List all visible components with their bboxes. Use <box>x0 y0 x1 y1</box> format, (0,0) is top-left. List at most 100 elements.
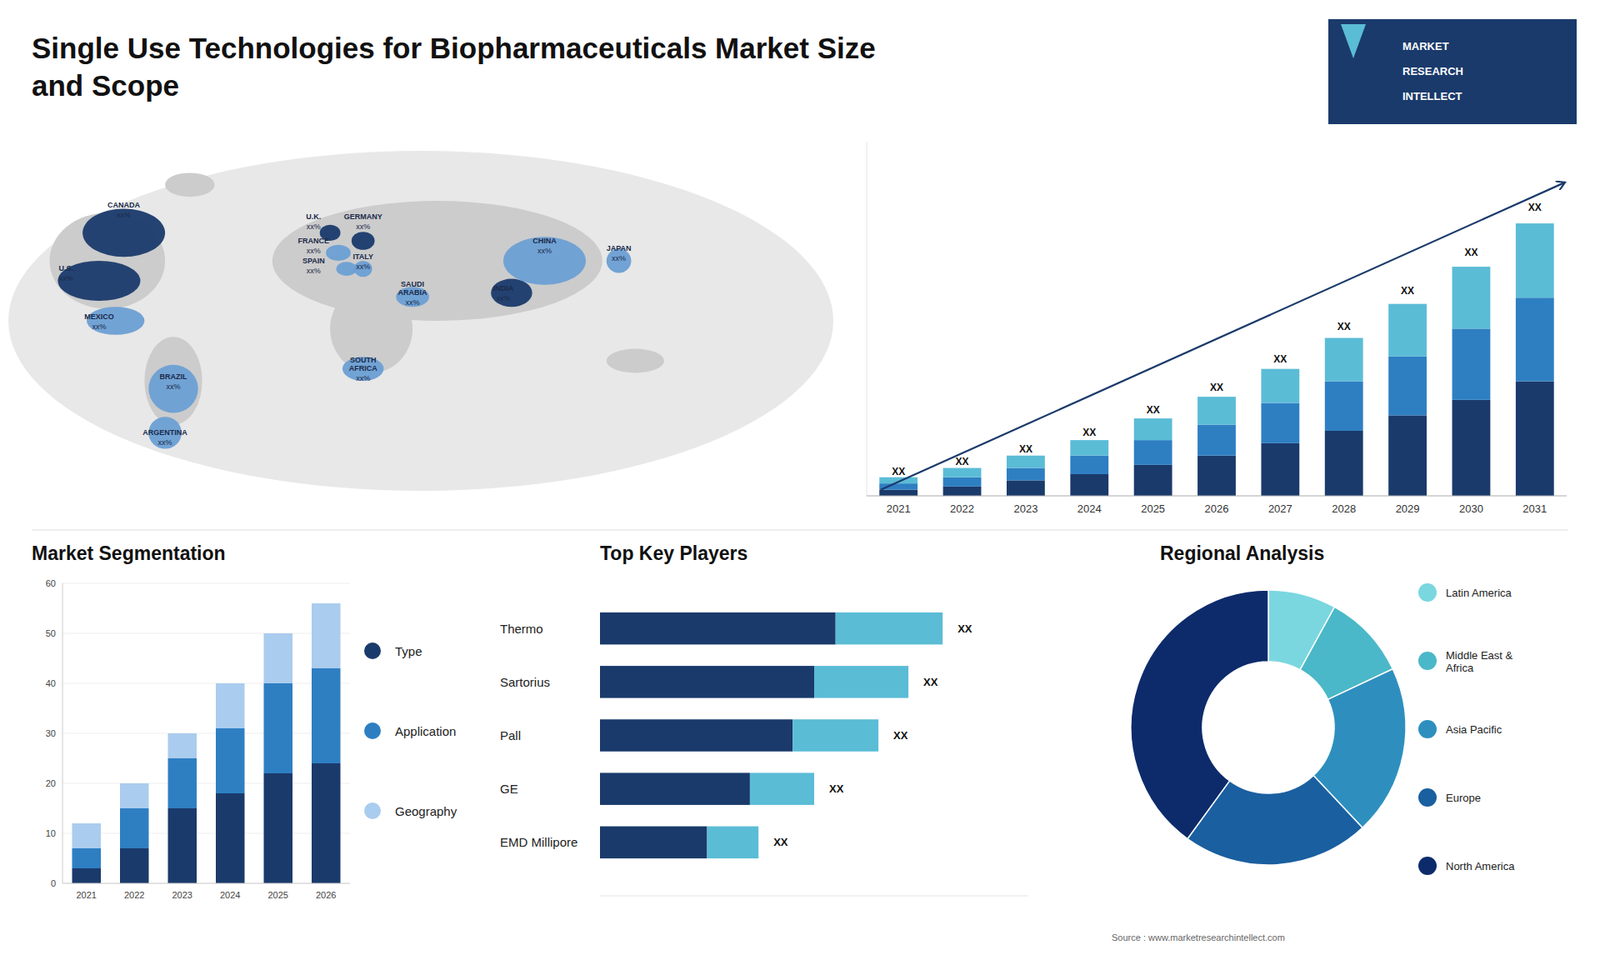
country-label: BRAZIL <box>160 372 188 381</box>
y-tick-label: 30 <box>45 728 56 739</box>
text-line: Middle East & <box>1445 648 1514 661</box>
country-label: CHINA <box>532 236 557 245</box>
bar-annotation: XX <box>957 622 973 635</box>
legend-label: Latin America <box>1445 586 1513 600</box>
text-line: SAUDI <box>400 280 425 289</box>
bar-segment <box>311 668 341 764</box>
bar-segment <box>1452 400 1491 496</box>
bar-segment <box>600 772 750 805</box>
country-value: xx% <box>355 262 370 271</box>
country-label: SAUDIARABIA <box>398 280 428 297</box>
map-background <box>8 150 834 491</box>
y-tick-label: 0 <box>50 878 56 889</box>
x-tick-label: 2024 <box>220 890 240 900</box>
legend-swatch <box>1418 583 1437 602</box>
bar-segment <box>1388 356 1427 416</box>
bar-segment <box>1325 338 1364 382</box>
bar-segment <box>943 477 982 487</box>
text-line: SOUTH <box>350 355 377 365</box>
bar-annotation: XX <box>1337 320 1351 333</box>
source-note: Source : www.marketresearchintellect.com <box>1111 932 1285 943</box>
text-line: ARABIA <box>398 288 428 297</box>
grid-line <box>62 733 350 735</box>
bar-segment <box>600 665 815 699</box>
bar-segment <box>168 758 198 809</box>
bar-segment <box>120 848 150 884</box>
country-label: FRANCE <box>298 236 330 245</box>
legend-swatch <box>364 642 381 660</box>
country-shape <box>325 245 351 261</box>
country-shape <box>354 260 373 277</box>
bar-annotation: XX <box>829 782 845 795</box>
bar-annotation: XX <box>1019 443 1033 455</box>
country-shape <box>82 209 165 258</box>
bar-annotation: XX <box>923 675 939 689</box>
bar-segment <box>120 808 150 849</box>
bar-annotation: XX <box>773 835 789 849</box>
bar-segment <box>1452 266 1491 329</box>
bar-segment <box>215 683 245 729</box>
bar-segment <box>879 490 918 496</box>
bar-segment <box>168 733 198 759</box>
x-tick-label: 2021 <box>76 890 97 900</box>
country-shape <box>86 306 145 335</box>
y-tick-label: 40 <box>45 678 56 689</box>
x-tick-label: 2026 <box>1205 502 1230 515</box>
country-label: ARGENTINA <box>142 428 188 437</box>
legend-swatch <box>364 722 381 740</box>
bar-segment <box>1197 425 1236 456</box>
x-tick-label: 2023 <box>1013 502 1038 515</box>
bar-annotation: XX <box>891 465 905 478</box>
bar-segment <box>215 728 245 794</box>
bar-annotation: XX <box>1464 246 1478 259</box>
separator <box>31 530 1569 531</box>
country-value: xx% <box>537 246 552 255</box>
bar-segment <box>1006 480 1045 496</box>
donut-slice <box>1130 590 1269 839</box>
country-shape <box>490 279 533 308</box>
country-label: U.K. <box>305 212 321 221</box>
x-tick-label: 2031 <box>1522 502 1547 515</box>
section-title: Top Key Players <box>600 542 748 565</box>
country-label: GERMANY <box>344 212 383 221</box>
country-value: xx% <box>306 222 321 231</box>
country-label: JAPAN <box>606 244 632 253</box>
bar-segment <box>600 719 793 752</box>
bar-annotation: XX <box>1082 426 1096 439</box>
grid-line <box>62 683 350 685</box>
text-line: Africa <box>1445 660 1475 674</box>
legend-swatch <box>1418 720 1437 739</box>
grid-line <box>62 633 350 635</box>
bar-segment <box>1260 403 1300 444</box>
bar-segment <box>750 772 815 805</box>
y-axis-line <box>866 141 868 496</box>
bar-segment <box>72 823 102 849</box>
bar-segment <box>1070 474 1109 496</box>
bar-annotation: XX <box>1400 285 1415 297</box>
bar-segment <box>1325 430 1364 496</box>
text-line: and Scope <box>31 69 180 102</box>
grid-line <box>62 883 350 885</box>
bar-annotation: XX <box>1146 404 1160 416</box>
country-label: MEXICO <box>84 312 115 321</box>
bar-segment <box>600 826 708 859</box>
grid-line <box>62 583 350 585</box>
bar-segment <box>1515 297 1555 381</box>
x-tick-label: 2025 <box>268 890 289 900</box>
y-tick-label: 60 <box>45 578 56 589</box>
bar-segment <box>1452 328 1491 400</box>
bar-segment <box>215 793 245 884</box>
bar-segment <box>72 848 102 869</box>
country-shape <box>351 231 375 250</box>
x-axis-line <box>62 883 350 885</box>
logo-mark <box>1340 24 1366 59</box>
continent <box>272 200 603 321</box>
grid-line <box>62 833 350 835</box>
bar-segment <box>1388 415 1427 496</box>
country-shape <box>57 260 140 301</box>
page-title: Single Use Technologies for Biopharmaceu… <box>31 31 876 102</box>
logo-text: MARKETRESEARCHINTELLECT <box>1402 40 1464 103</box>
category-label: Sartorius <box>500 675 550 690</box>
section-title: Market Segmentation <box>31 542 226 565</box>
text-line: INTELLECT <box>1402 90 1463 103</box>
